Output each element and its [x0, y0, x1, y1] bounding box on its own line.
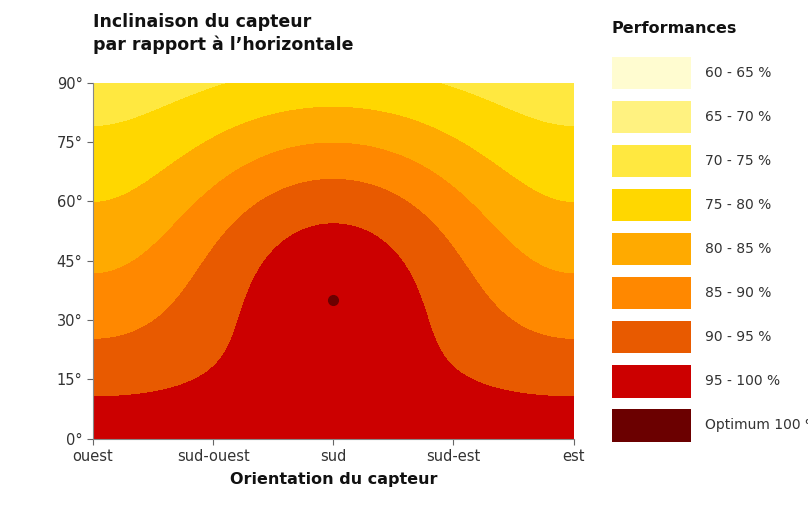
FancyBboxPatch shape: [612, 189, 691, 221]
Text: 80 - 85 %: 80 - 85 %: [705, 242, 772, 256]
FancyBboxPatch shape: [612, 101, 691, 133]
Text: 75 - 80 %: 75 - 80 %: [705, 198, 771, 212]
FancyBboxPatch shape: [612, 321, 691, 353]
Text: 90 - 95 %: 90 - 95 %: [705, 330, 772, 344]
Text: 70 - 75 %: 70 - 75 %: [705, 154, 771, 168]
Text: Inclinaison du capteur
par rapport à l’horizontale: Inclinaison du capteur par rapport à l’h…: [93, 13, 353, 55]
FancyBboxPatch shape: [612, 277, 691, 310]
Text: 95 - 100 %: 95 - 100 %: [705, 374, 780, 388]
X-axis label: Orientation du capteur: Orientation du capteur: [229, 472, 437, 487]
FancyBboxPatch shape: [612, 233, 691, 265]
Text: 60 - 65 %: 60 - 65 %: [705, 66, 772, 80]
Text: Performances: Performances: [612, 21, 737, 36]
FancyBboxPatch shape: [612, 409, 691, 442]
FancyBboxPatch shape: [612, 365, 691, 397]
FancyBboxPatch shape: [612, 57, 691, 89]
Text: 65 - 70 %: 65 - 70 %: [705, 110, 771, 124]
Text: Optimum 100 %: Optimum 100 %: [705, 418, 808, 432]
FancyBboxPatch shape: [612, 144, 691, 178]
Text: 85 - 90 %: 85 - 90 %: [705, 286, 772, 300]
